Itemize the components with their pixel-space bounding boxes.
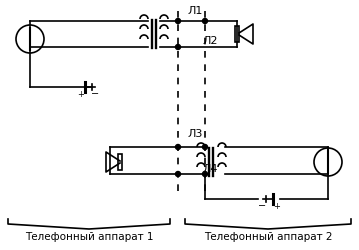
- Text: +: +: [274, 201, 280, 210]
- Text: Л4: Л4: [202, 163, 218, 173]
- Circle shape: [202, 172, 208, 177]
- Circle shape: [176, 20, 181, 24]
- Circle shape: [202, 20, 208, 24]
- Text: Л2: Л2: [202, 36, 218, 46]
- Bar: [235, 27, 239, 43]
- Text: −: −: [91, 89, 99, 99]
- Text: Л1: Л1: [187, 6, 203, 16]
- Circle shape: [176, 145, 181, 150]
- Text: +: +: [78, 90, 84, 98]
- Circle shape: [176, 45, 181, 50]
- Text: Телефонный аппарат 2: Телефонный аппарат 2: [204, 231, 332, 241]
- Bar: [118, 154, 122, 170]
- Text: Л3: Л3: [187, 128, 203, 138]
- Circle shape: [176, 172, 181, 177]
- Text: −: −: [258, 200, 266, 210]
- Circle shape: [202, 145, 208, 150]
- Text: Телефонный аппарат 1: Телефонный аппарат 1: [25, 231, 153, 241]
